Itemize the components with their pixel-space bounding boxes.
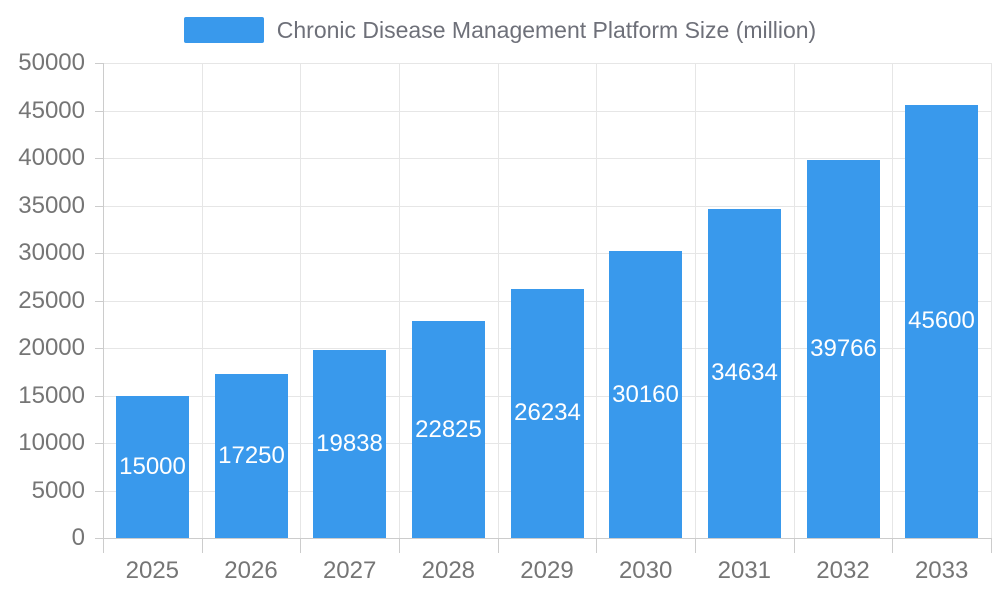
bar-2027[interactable]: 19838 bbox=[313, 349, 386, 538]
x-tick-label: 2027 bbox=[322, 557, 377, 584]
y-axis-tick bbox=[95, 158, 103, 159]
y-axis-tick bbox=[95, 253, 103, 254]
x-axis-tick bbox=[201, 538, 203, 553]
y-tick-label: 10000 bbox=[18, 429, 85, 456]
bar-value-label: 17250 bbox=[218, 442, 285, 470]
bar-value-label: 34634 bbox=[711, 359, 778, 387]
h-gridline bbox=[103, 158, 991, 159]
v-gridline bbox=[300, 63, 302, 538]
bar-value-label: 22825 bbox=[415, 415, 482, 443]
h-gridline bbox=[103, 253, 991, 254]
y-axis-tick bbox=[95, 63, 103, 64]
y-tick-label: 40000 bbox=[18, 144, 85, 171]
v-gridline bbox=[892, 63, 894, 538]
bar-value-label: 15000 bbox=[119, 452, 186, 480]
y-tick-label: 0 bbox=[71, 524, 85, 551]
x-axis-tick bbox=[596, 538, 598, 553]
v-gridline bbox=[497, 63, 499, 538]
v-gridline bbox=[201, 63, 203, 538]
y-tick-label: 20000 bbox=[18, 334, 85, 361]
bar-value-label: 45600 bbox=[908, 307, 975, 335]
y-axis-line bbox=[103, 63, 104, 538]
x-axis-tick bbox=[695, 538, 696, 553]
x-tick-label: 2033 bbox=[914, 557, 969, 584]
x-tick-label: 2031 bbox=[717, 557, 772, 584]
y-tick-label: 30000 bbox=[18, 239, 85, 266]
legend-label: Chronic Disease Management Platform Size… bbox=[276, 17, 817, 43]
legend-item[interactable]: Chronic Disease Management Platform Size… bbox=[0, 14, 1000, 46]
v-gridline bbox=[991, 63, 992, 538]
x-axis-tick bbox=[793, 538, 795, 553]
v-gridline bbox=[596, 63, 598, 538]
y-tick-label: 15000 bbox=[18, 381, 85, 409]
bar-value-label: 19838 bbox=[316, 429, 383, 457]
y-axis-tick bbox=[95, 538, 103, 539]
y-tick-label: 25000 bbox=[18, 286, 85, 314]
h-gridline bbox=[103, 205, 991, 207]
x-axis-tick bbox=[399, 538, 400, 553]
h-gridline bbox=[103, 63, 991, 64]
y-axis-tick bbox=[95, 395, 103, 397]
y-axis-tick bbox=[95, 443, 103, 444]
bar-2026[interactable]: 17250 bbox=[215, 374, 288, 538]
bar-value-label: 26234 bbox=[514, 399, 581, 427]
x-axis-line bbox=[103, 538, 991, 539]
y-axis-tick bbox=[95, 205, 103, 207]
y-axis-tick bbox=[95, 110, 103, 112]
x-tick-label: 2026 bbox=[224, 557, 278, 584]
y-tick-label: 50000 bbox=[18, 49, 85, 76]
legend-swatch bbox=[183, 17, 264, 43]
bar-value-label: 39766 bbox=[810, 335, 877, 363]
y-tick-label: 5000 bbox=[31, 476, 85, 504]
x-tick-label: 2028 bbox=[421, 557, 476, 584]
y-axis-tick bbox=[95, 490, 103, 492]
bar-2025[interactable]: 15000 bbox=[116, 395, 189, 538]
x-axis-tick bbox=[892, 538, 894, 553]
x-tick-label: 2025 bbox=[125, 557, 180, 584]
bar-2029[interactable]: 26234 bbox=[511, 288, 584, 538]
v-gridline bbox=[793, 63, 795, 538]
bar-2030[interactable]: 30160 bbox=[609, 251, 682, 538]
v-gridline bbox=[399, 63, 400, 538]
x-axis-tick bbox=[991, 538, 992, 553]
y-tick-label: 45000 bbox=[18, 96, 85, 124]
x-tick-label: 2029 bbox=[520, 557, 574, 584]
x-tick-label: 2032 bbox=[816, 557, 870, 584]
bar-value-label: 30160 bbox=[612, 380, 679, 408]
bar-2031[interactable]: 34634 bbox=[708, 208, 781, 538]
y-axis-tick bbox=[95, 300, 103, 302]
x-axis-tick bbox=[103, 538, 104, 553]
x-axis-tick bbox=[300, 538, 302, 553]
y-tick-label: 35000 bbox=[18, 191, 85, 219]
bar-2033[interactable]: 45600 bbox=[905, 104, 978, 538]
y-axis-tick bbox=[95, 348, 103, 349]
h-gridline bbox=[103, 110, 991, 112]
bar-2028[interactable]: 22825 bbox=[412, 321, 485, 538]
x-axis-tick bbox=[497, 538, 499, 553]
bar-2032[interactable]: 39766 bbox=[807, 160, 880, 538]
v-gridline bbox=[695, 63, 696, 538]
x-tick-label: 2030 bbox=[618, 557, 673, 584]
